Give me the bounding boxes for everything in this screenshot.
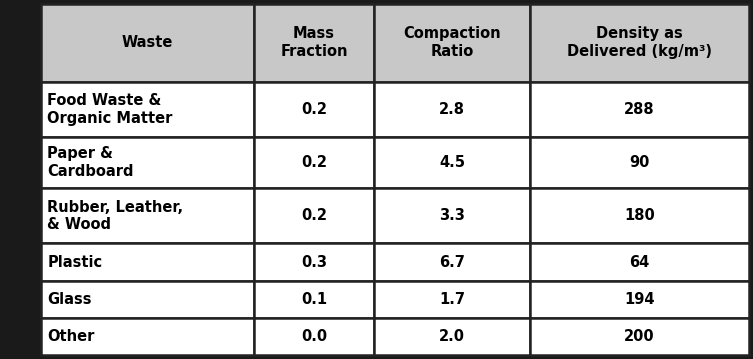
Text: 3.3: 3.3 xyxy=(439,209,465,223)
Text: 180: 180 xyxy=(624,209,655,223)
Bar xyxy=(374,318,530,355)
Text: 64: 64 xyxy=(630,255,650,270)
Bar xyxy=(374,243,530,281)
Text: 0.1: 0.1 xyxy=(301,292,327,307)
Text: 288: 288 xyxy=(624,102,655,117)
Text: Glass: Glass xyxy=(47,292,92,307)
Bar xyxy=(41,243,254,281)
Text: 2.0: 2.0 xyxy=(439,329,465,344)
Text: 0.2: 0.2 xyxy=(301,155,327,170)
Bar xyxy=(254,82,374,137)
Bar xyxy=(41,137,254,188)
Bar xyxy=(254,243,374,281)
Bar xyxy=(254,4,374,82)
Text: 0.0: 0.0 xyxy=(301,329,327,344)
Bar xyxy=(374,82,530,137)
Text: 4.5: 4.5 xyxy=(439,155,465,170)
Text: 6.7: 6.7 xyxy=(439,255,465,270)
Text: Mass
Fraction: Mass Fraction xyxy=(280,27,348,59)
Text: 0.2: 0.2 xyxy=(301,102,327,117)
Bar xyxy=(530,281,749,318)
Text: Other: Other xyxy=(47,329,95,344)
Text: Compaction
Ratio: Compaction Ratio xyxy=(403,27,501,59)
Text: 1.7: 1.7 xyxy=(439,292,465,307)
Bar xyxy=(254,137,374,188)
Text: Paper &
Cardboard: Paper & Cardboard xyxy=(47,146,134,179)
Text: 0.2: 0.2 xyxy=(301,209,327,223)
Text: 2.8: 2.8 xyxy=(439,102,465,117)
Bar xyxy=(41,318,254,355)
Text: Density as
Delivered (kg/m³): Density as Delivered (kg/m³) xyxy=(567,27,712,59)
Text: 90: 90 xyxy=(630,155,650,170)
Bar xyxy=(530,243,749,281)
Bar xyxy=(530,188,749,243)
Bar xyxy=(374,188,530,243)
Bar xyxy=(530,4,749,82)
Bar xyxy=(530,318,749,355)
Bar xyxy=(41,281,254,318)
Bar xyxy=(374,137,530,188)
Bar xyxy=(374,281,530,318)
Bar xyxy=(41,82,254,137)
Bar xyxy=(530,82,749,137)
Bar xyxy=(254,281,374,318)
Bar xyxy=(530,137,749,188)
Text: 200: 200 xyxy=(624,329,655,344)
Bar xyxy=(41,188,254,243)
Text: 0.3: 0.3 xyxy=(301,255,327,270)
Bar xyxy=(254,188,374,243)
Bar xyxy=(254,318,374,355)
Text: Food Waste &
Organic Matter: Food Waste & Organic Matter xyxy=(47,93,173,126)
Text: Waste: Waste xyxy=(122,35,173,50)
Text: Rubber, Leather,
& Wood: Rubber, Leather, & Wood xyxy=(47,200,184,232)
Bar xyxy=(374,4,530,82)
Bar xyxy=(41,4,254,82)
Text: 194: 194 xyxy=(624,292,655,307)
Text: Plastic: Plastic xyxy=(47,255,102,270)
